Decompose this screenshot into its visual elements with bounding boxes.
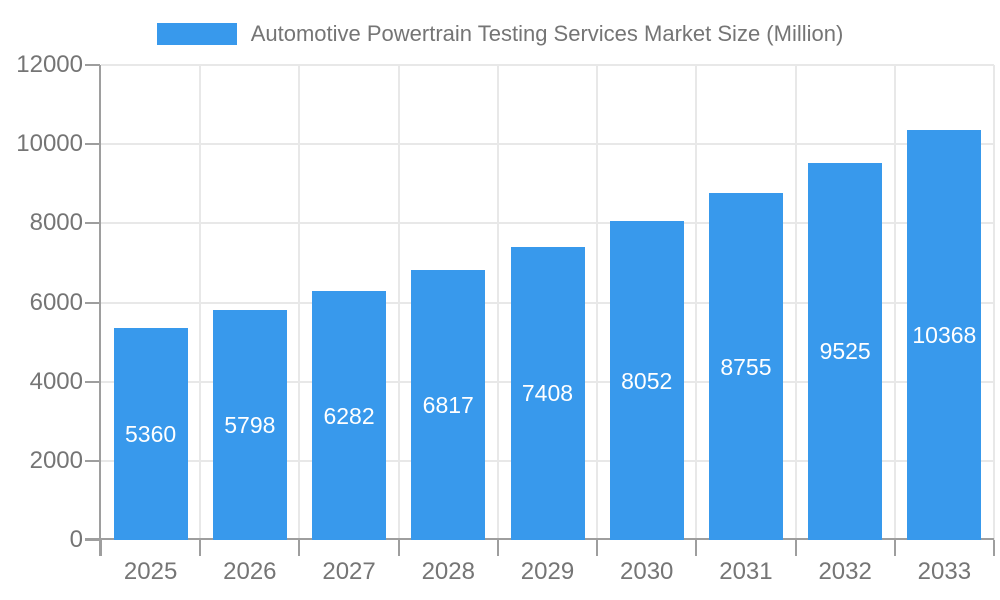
bar-value-label: 7408	[521, 380, 574, 407]
y-tick	[85, 222, 100, 225]
bar-2028[interactable]	[411, 270, 486, 540]
legend-swatch	[156, 23, 237, 45]
x-tick	[199, 540, 202, 556]
h-gridline	[101, 143, 994, 146]
x-tick	[100, 540, 102, 556]
y-tick	[85, 459, 100, 462]
bar-value-label: 5360	[125, 420, 177, 447]
x-tick	[397, 540, 400, 556]
v-gridline	[199, 65, 202, 540]
bar-value-label: 10368	[912, 321, 977, 348]
bar-value-label: 8755	[720, 353, 772, 380]
y-tick	[85, 380, 100, 383]
v-gridline	[496, 65, 499, 540]
h-gridline	[101, 64, 994, 66]
x-tick	[893, 540, 896, 556]
y-tick-label: 0	[69, 526, 83, 553]
x-tick-label: 2033	[917, 558, 972, 585]
bar-2025[interactable]	[113, 327, 188, 540]
y-tick-label: 8000	[29, 209, 83, 237]
v-gridline	[298, 65, 301, 540]
bar-value-label: 9525	[819, 338, 871, 365]
x-tick	[794, 540, 797, 556]
v-gridline	[397, 65, 400, 540]
y-tick-label: 10000	[16, 130, 83, 158]
y-tick-label: 12000	[16, 51, 83, 78]
y-tick	[85, 301, 100, 304]
h-gridline	[101, 222, 994, 225]
v-gridline	[695, 65, 698, 540]
y-tick-label: 2000	[29, 446, 83, 474]
y-tick	[85, 539, 100, 541]
v-gridline	[596, 65, 599, 540]
y-tick-label: 4000	[29, 367, 83, 395]
bar-2027[interactable]	[312, 291, 387, 540]
bar-value-label: 8052	[621, 367, 673, 394]
bar-value-label: 6282	[323, 402, 375, 429]
x-tick-label: 2027	[322, 558, 376, 585]
x-tick-label: 2032	[818, 558, 872, 585]
bar-2033[interactable]	[907, 129, 982, 540]
v-gridline	[893, 65, 896, 540]
legend: Automotive Powertrain Testing Services M…	[0, 21, 1000, 47]
x-tick-label: 2031	[719, 558, 773, 585]
x-tick	[596, 540, 599, 556]
bar-value-label: 5798	[224, 412, 276, 439]
y-tick	[85, 64, 100, 66]
x-tick	[993, 540, 995, 556]
bar-2029[interactable]	[510, 246, 585, 540]
bar-2032[interactable]	[808, 162, 883, 540]
legend-item[interactable]: Automotive Powertrain Testing Services M…	[156, 21, 844, 47]
y-tick-label: 6000	[29, 288, 83, 316]
y-axis-line	[99, 65, 101, 556]
x-tick	[496, 540, 499, 556]
bar-2026[interactable]	[212, 310, 287, 540]
v-gridline	[993, 65, 995, 540]
x-tick-label: 2025	[123, 558, 178, 585]
x-tick-label: 2029	[520, 558, 575, 585]
y-tick	[85, 143, 100, 146]
bar-2030[interactable]	[609, 221, 684, 540]
legend-label: Automotive Powertrain Testing Services M…	[250, 21, 844, 46]
bar-value-label: 6817	[422, 392, 474, 419]
bar-2031[interactable]	[708, 193, 783, 540]
x-tick-label: 2030	[620, 558, 674, 585]
x-tick	[298, 540, 301, 556]
x-tick-label: 2026	[223, 558, 277, 585]
v-gridline	[794, 65, 797, 540]
x-tick	[695, 540, 698, 556]
x-tick-label: 2028	[421, 558, 475, 585]
